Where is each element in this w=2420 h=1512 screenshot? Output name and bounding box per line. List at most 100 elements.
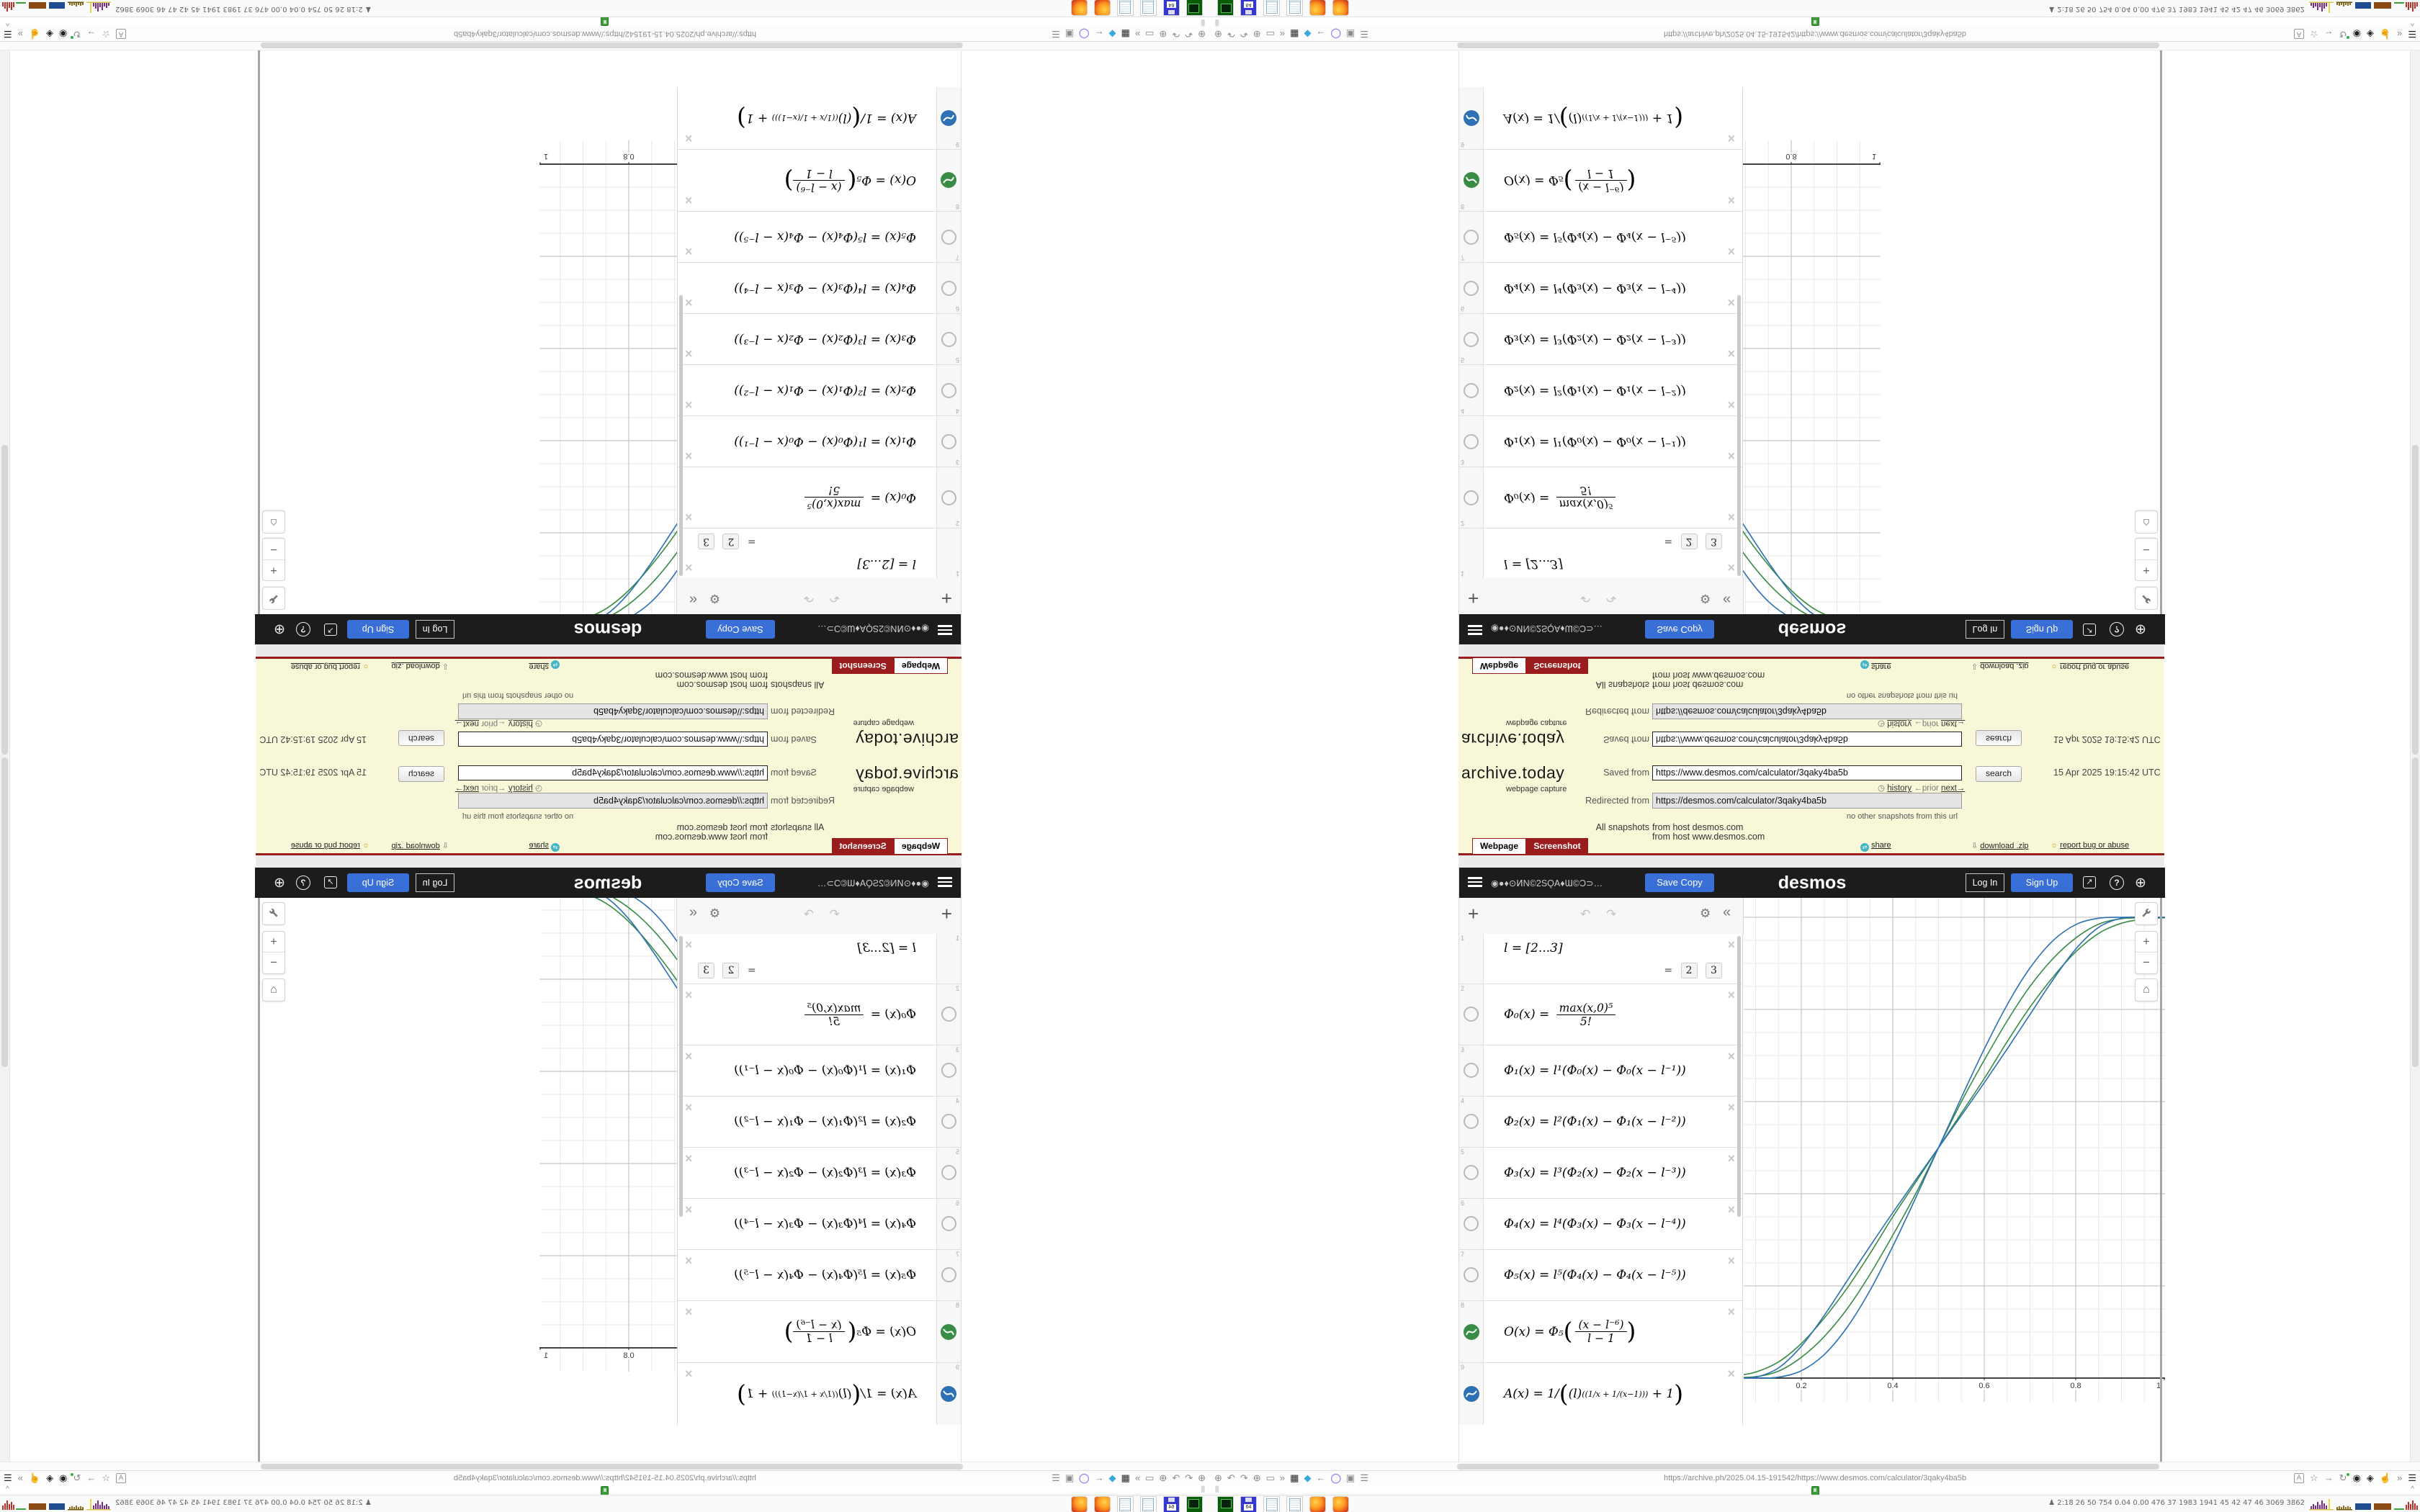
- expression-row-7[interactable]: 7 Φ₅(x) = l⁵(Φ₄(x) − Φ₄(x − l⁻⁵)) ×: [677, 1250, 961, 1301]
- horizontal-scrollbar-thumb[interactable]: [261, 1464, 963, 1470]
- tab-screenshot[interactable]: Screenshot: [832, 838, 894, 854]
- url-text[interactable]: https://archive.ph/2025.04.15-191542/htt…: [1663, 1474, 1967, 1482]
- terminal-app-icon[interactable]: [1217, 1496, 1234, 1512]
- zoom-controls[interactable]: + −: [2135, 538, 2158, 581]
- delete-expression-icon[interactable]: ×: [1727, 1305, 1735, 1319]
- curve-icon-green[interactable]: [941, 1323, 956, 1340]
- delete-expression-icon[interactable]: ×: [1727, 510, 1735, 524]
- expression-row-2[interactable]: 2 Φ₀(x) = max(x,0)⁵ 5! ×: [1459, 467, 1743, 528]
- delete-expression-icon[interactable]: ×: [685, 1305, 693, 1319]
- expression-row-4[interactable]: 4 Φ₂(x) = l²(Φ₁(x) − Φ₁(x − l⁻²)) ×: [677, 364, 961, 415]
- plot-toggle-circle[interactable]: [1464, 383, 1479, 398]
- tab-screenshot[interactable]: Screenshot: [1526, 838, 1588, 854]
- curve-icon-blue[interactable]: [1464, 110, 1479, 126]
- page-favicon[interactable]: [1811, 17, 1819, 26]
- download-zip-link[interactable]: ⇩ download .zip: [1971, 662, 2029, 670]
- embed-scrollbar[interactable]: [258, 50, 260, 614]
- expression-row-7[interactable]: 7 Φ₅(x) = l⁵(Φ₄(x) − Φ₄(x − l⁻⁵)) ×: [1459, 211, 1743, 262]
- export-icon[interactable]: ↗: [324, 624, 337, 636]
- log-in-button[interactable]: Log In: [1966, 620, 2004, 639]
- redo-icon[interactable]: ↷: [1606, 591, 1617, 605]
- expression-row-1[interactable]: 1 l = [2...3] = 2 3 ×: [1459, 934, 1743, 984]
- translate-icon[interactable]: A: [115, 29, 126, 39]
- delete-expression-icon[interactable]: ×: [685, 510, 693, 524]
- delete-expression-icon[interactable]: ×: [685, 346, 693, 361]
- delete-expression-icon[interactable]: ×: [1727, 1254, 1735, 1268]
- page-scrollbar[interactable]: [0, 756, 10, 1470]
- graph-area[interactable]: 0.2 0.4 0.6 0.8 1: [1732, 898, 2182, 1402]
- host-link-2[interactable]: from host www.desmos.com: [1652, 670, 1765, 680]
- folder-icon[interactable]: ▭: [1265, 1472, 1275, 1483]
- page-scrollbar-thumb[interactable]: [2412, 445, 2419, 755]
- zoom-out-button[interactable]: −: [2143, 955, 2150, 969]
- bookmark-star-icon[interactable]: ☆: [102, 1472, 110, 1483]
- globe-icon[interactable]: ⊕: [274, 621, 285, 636]
- expression-row-5[interactable]: 5 Φ₃(x) = l³(Φ₂(x) − Φ₂(x − l⁻³)) ×: [677, 1148, 961, 1199]
- floppy-app-icon[interactable]: 64: [1163, 1496, 1180, 1512]
- curve-icon-green[interactable]: [1464, 172, 1479, 189]
- tab-webpage[interactable]: Webpage: [894, 838, 948, 854]
- export-icon[interactable]: ↗: [2083, 876, 2096, 888]
- redo-icon[interactable]: ↷: [803, 591, 814, 605]
- expression-row-3[interactable]: 3 Φ₁(x) = l¹(Φ₀(x) − Φ₀(x − l⁻¹)) ×: [1459, 1045, 1743, 1097]
- more-chevron-icon[interactable]: »: [17, 1472, 23, 1483]
- pipes-glyph[interactable]: ||: [1201, 1485, 1205, 1493]
- expression-row-5[interactable]: 5 Φ₃(x) = l³(Φ₂(x) − Φ₂(x − l⁻³)) ×: [677, 313, 961, 364]
- help-icon[interactable]: ?: [296, 622, 310, 636]
- delete-expression-icon[interactable]: ×: [1727, 1367, 1735, 1381]
- page-scrollbar-thumb[interactable]: [1, 757, 8, 1067]
- expression-row-4[interactable]: 4 Φ₂(x) = l²(Φ₁(x) − Φ₁(x − l⁻²)) ×: [677, 1097, 961, 1148]
- firefox-app-icon[interactable]: [1094, 0, 1111, 16]
- delete-expression-icon[interactable]: ×: [1727, 346, 1735, 361]
- plot-toggle-circle[interactable]: [1464, 1063, 1479, 1078]
- trash-icon[interactable]: ▦: [1290, 1472, 1299, 1483]
- expression-row-1[interactable]: 1 l = [2...3] = 2 3 ×: [677, 528, 961, 578]
- plot-toggle-circle[interactable]: [1464, 332, 1479, 347]
- shield-badge-icon[interactable]: ◈: [2366, 29, 2374, 40]
- undo-icon[interactable]: ↶: [829, 907, 840, 921]
- reload-icon[interactable]: ↻: [73, 29, 81, 40]
- expression-row-3[interactable]: 3 Φ₁(x) = l¹(Φ₀(x) − Φ₀(x − l⁻¹)) ×: [677, 415, 961, 467]
- curve-icon-blue[interactable]: [1464, 1386, 1479, 1402]
- export-icon[interactable]: ↗: [324, 876, 337, 888]
- redo-icon[interactable]: ↷: [803, 907, 814, 921]
- firefox-app-icon[interactable]: [1094, 1496, 1111, 1512]
- zoom-in-button[interactable]: +: [263, 559, 284, 580]
- forward-arrow-icon[interactable]: →: [86, 29, 97, 40]
- expression-row-3[interactable]: 3 Φ₁(x) = l¹(Φ₀(x) − Φ₀(x − l⁻¹)) ×: [1459, 415, 1743, 467]
- home-button[interactable]: ⌂: [2135, 510, 2158, 534]
- expression-row-2[interactable]: 2 Φ₀(x) = max(x,0)⁵ 5! ×: [1459, 984, 1743, 1045]
- horizontal-scrollbar-thumb[interactable]: [1457, 42, 2159, 48]
- page-scrollbar-thumb[interactable]: [1, 445, 8, 755]
- add-expression-button[interactable]: +: [1468, 903, 1479, 924]
- expression-row-5[interactable]: 5 Φ₃(x) = l³(Φ₂(x) − Φ₂(x − l⁻³)) ×: [1459, 1148, 1743, 1199]
- host-link-1[interactable]: from host desmos.com: [676, 680, 768, 690]
- hamburger-menu-icon[interactable]: ☰: [4, 29, 12, 40]
- plot-toggle-circle[interactable]: [1464, 1114, 1479, 1129]
- pipes-glyph[interactable]: ||: [1215, 19, 1219, 27]
- thumb-icon[interactable]: ☝: [28, 1472, 41, 1483]
- horizontal-scrollbar[interactable]: [1210, 1462, 2420, 1471]
- expression-row-6[interactable]: 6 Φ₄(x) = l⁴(Φ₃(x) − Φ₃(x − l⁻⁴)) ×: [677, 262, 961, 313]
- notepad-app-icon[interactable]: [1140, 1496, 1157, 1512]
- delete-expression-icon[interactable]: ×: [1727, 295, 1735, 310]
- history-link[interactable]: history: [508, 719, 533, 728]
- expression-row-2[interactable]: 2 Φ₀(x) = max(x,0)⁵ 5! ×: [677, 467, 961, 528]
- archive-logo[interactable]: archive.today: [855, 763, 959, 782]
- collapse-panel-icon[interactable]: «: [689, 904, 697, 920]
- horizontal-scrollbar[interactable]: [0, 41, 1210, 50]
- translate-icon[interactable]: A: [2294, 1473, 2305, 1483]
- delete-expression-icon[interactable]: ×: [1727, 1100, 1735, 1115]
- globe-dark-icon[interactable]: ◉: [59, 1472, 68, 1483]
- tab-webpage[interactable]: Webpage: [1472, 838, 1526, 854]
- plot-toggle-circle[interactable]: [941, 332, 956, 347]
- sign-up-button[interactable]: Sign Up: [347, 620, 409, 639]
- plot-toggle-circle[interactable]: [941, 1216, 956, 1231]
- next-link[interactable]: next→: [454, 784, 479, 793]
- delete-expression-icon[interactable]: ×: [685, 1100, 693, 1115]
- globe-dark-icon[interactable]: ◉: [2352, 29, 2361, 40]
- collapse-panel-icon[interactable]: «: [689, 592, 697, 608]
- expression-row-4[interactable]: 4 Φ₂(x) = l²(Φ₁(x) − Φ₁(x − l⁻²)) ×: [1459, 1097, 1743, 1148]
- zoom-in-button[interactable]: +: [263, 932, 284, 953]
- zoom-out-button[interactable]: −: [2143, 543, 2150, 557]
